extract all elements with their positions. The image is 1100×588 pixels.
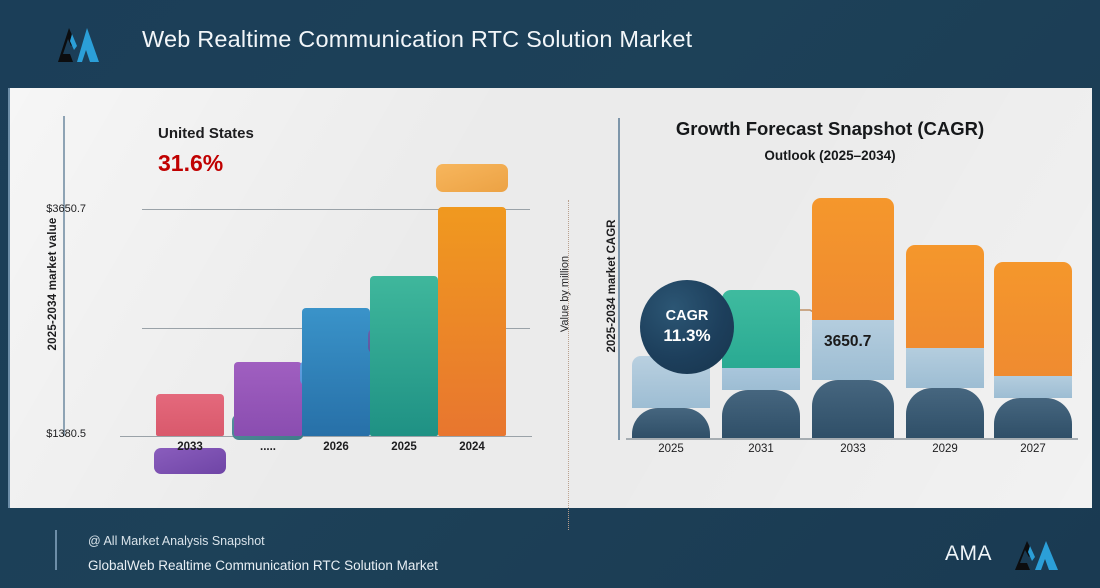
footer-report-name: GlobalWeb Realtime Communication RTC Sol… — [88, 558, 438, 573]
segment-mid-2031 — [722, 368, 800, 390]
x-label-2029: 2029 — [932, 443, 958, 455]
x-label-2026: 2026 — [323, 441, 349, 453]
stacked-bar-2033 — [812, 198, 894, 438]
bar-2024 — [438, 207, 506, 436]
bar-cap-2033 — [154, 448, 226, 474]
bar-2026 — [302, 308, 370, 436]
ama-mountain-logo-icon — [1015, 541, 1058, 570]
x-label-2031: 2031 — [748, 443, 774, 455]
left-baseline — [120, 436, 532, 437]
x-label-2024: 2024 — [459, 441, 485, 453]
right-baseline — [626, 438, 1078, 440]
left-y-axis-label: 2025-2034 market value — [47, 217, 59, 351]
footer-accent-bar — [55, 530, 57, 570]
x-label-2025: 2025 — [391, 441, 417, 453]
y-tick-min: $1380.5 — [46, 428, 86, 440]
header: Web Realtime Communication RTC Solution … — [0, 0, 1100, 88]
x-label-dots: ..... — [260, 441, 276, 453]
charts-panel: 2025-2034 market value United States 31.… — [8, 88, 1094, 530]
segment-base-2031 — [722, 390, 800, 438]
right-chart-subtitle: Outlook (2025–2034) — [764, 148, 896, 163]
right-chart-title: Growth Forecast Snapshot (CAGR) — [675, 118, 985, 139]
left-y-axis-line — [63, 116, 65, 436]
cagr-bubble-label: CAGR — [665, 308, 709, 325]
region-name: United States — [158, 125, 254, 142]
bar-2025 — [370, 276, 438, 436]
ama-mountain-logo-icon — [58, 28, 99, 62]
x-label-2033: 2033 — [840, 443, 866, 455]
segment-mid-2029 — [906, 348, 984, 388]
panel-divider — [568, 200, 569, 530]
x-label-2033: 2033 — [177, 441, 203, 453]
segment-base-2025 — [632, 408, 710, 438]
stacked-bar-2027 — [994, 262, 1072, 438]
y-tick-max: $3650.7 — [46, 203, 86, 215]
segment-base-2029 — [906, 388, 984, 438]
right-y-axis-line — [618, 118, 620, 440]
region-growth-percent: 31.6% — [158, 150, 224, 176]
cagr-bubble: CAGR 11.3% — [640, 280, 734, 374]
bar-2033 — [156, 394, 224, 436]
footer: @ All Market Analysis Snapshot GlobalWeb… — [0, 508, 1100, 588]
stacked-bar-2031 — [722, 290, 800, 438]
x-label-2025: 2025 — [658, 443, 684, 455]
segment-top-2033 — [812, 198, 894, 320]
page-title: Web Realtime Communication RTC Solution … — [142, 26, 693, 52]
footer-source-line: @ All Market Analysis Snapshot — [88, 534, 265, 548]
cagr-bubble-value: 11.3% — [663, 325, 711, 345]
footer-brand-text: AMA — [944, 542, 992, 565]
x-label-2027: 2027 — [1020, 443, 1046, 455]
bar-value-2033: 3650.7 — [824, 333, 872, 350]
segment-mid-2027 — [994, 376, 1072, 398]
segment-mid-2033 — [812, 320, 894, 380]
segment-base-2033 — [812, 380, 894, 438]
segment-top-2029 — [906, 245, 984, 348]
left-chart: 2025-2034 market value United States 31.… — [10, 88, 571, 508]
segment-top-2027 — [994, 262, 1072, 376]
bar-cap-2024 — [436, 164, 508, 192]
segment-base-2027 — [994, 398, 1072, 438]
bar-dots — [234, 362, 302, 436]
right-chart: 2025-2034 market CAGR Growth Forecast Sn… — [566, 88, 1094, 508]
stacked-bar-2029 — [906, 245, 984, 438]
gridline-upper — [142, 209, 530, 210]
